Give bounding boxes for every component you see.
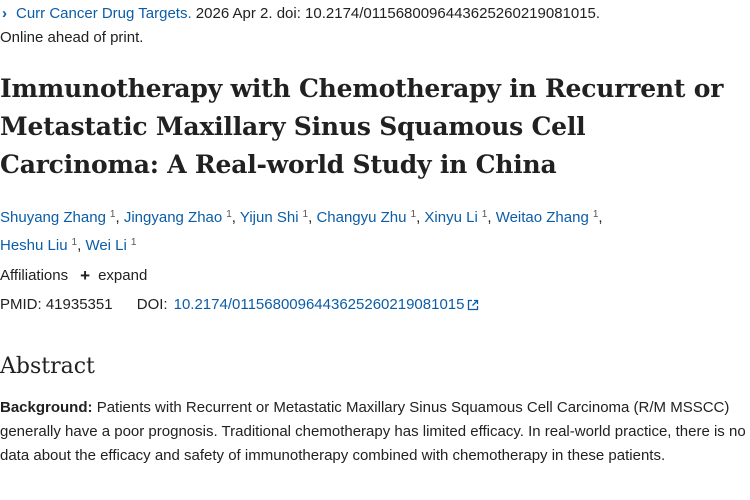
citation-line: › Curr Cancer Drug Targets. 2026 Apr 2. d… — [2, 4, 600, 24]
publication-status: Online ahead of print. — [0, 29, 144, 46]
author-link[interactable]: Wei Li — [85, 237, 127, 254]
affiliation-marker[interactable]: 1 — [109, 209, 116, 220]
journal-link[interactable]: Curr Cancer Drug Targets. — [16, 5, 192, 22]
background-label: Background: — [0, 399, 93, 416]
plus-icon: + — [80, 266, 91, 285]
pmid-label: PMID: — [0, 296, 42, 313]
affiliations-label: Affiliations — [0, 267, 69, 284]
affiliation-marker[interactable]: 1 — [130, 237, 137, 248]
external-link-icon — [467, 297, 479, 317]
doi-label: DOI: — [136, 296, 168, 313]
affiliation-marker[interactable]: 1 — [481, 209, 488, 220]
article-title: Immunotherapy with Chemotherapy in Recur… — [0, 74, 724, 179]
abstract-heading: Abstract — [0, 354, 95, 379]
citation-details: 2026 Apr 2. doi: 10.2174/011568009644362… — [195, 5, 601, 22]
doi-link[interactable]: 10.2174/0115680096443625260219081015 — [174, 296, 480, 313]
author-link[interactable]: Weitao Zhang — [495, 209, 589, 226]
author-link[interactable]: Yijun Shi — [239, 209, 299, 226]
chevron-right-icon: › — [2, 5, 7, 22]
abstract-text: Background: Patients with Recurrent or M… — [0, 396, 748, 468]
author-link[interactable]: Shuyang Zhang — [0, 209, 106, 226]
author-link[interactable]: Jingyang Zhao — [123, 209, 223, 226]
affiliations-toggle[interactable]: Affiliations + expand — [0, 266, 147, 286]
background-text: Patients with Recurrent or Metastatic Ma… — [0, 399, 746, 464]
author-link[interactable]: Xinyu Li — [424, 209, 478, 226]
expand-label: expand — [98, 267, 148, 284]
article-identifiers: PMID: 41935351 DOI: 10.2174/0115680096443… — [0, 295, 479, 317]
affiliation-marker[interactable]: 1 — [71, 237, 78, 248]
author-list: Shuyang Zhang 1, Jingyang Zhao 1, Yijun Sh… — [0, 209, 603, 254]
affiliation-marker[interactable]: 1 — [592, 209, 599, 220]
author-link[interactable]: Heshu Liu — [0, 237, 68, 254]
affiliation-marker[interactable]: 1 — [410, 209, 417, 220]
affiliation-marker[interactable]: 1 — [302, 209, 309, 220]
doi-value: 10.2174/0115680096443625260219081015 — [173, 296, 465, 313]
pmid-value: 41935351 — [45, 296, 113, 313]
author-link[interactable]: Changyu Zhu — [316, 209, 407, 226]
affiliation-marker[interactable]: 1 — [226, 209, 232, 220]
